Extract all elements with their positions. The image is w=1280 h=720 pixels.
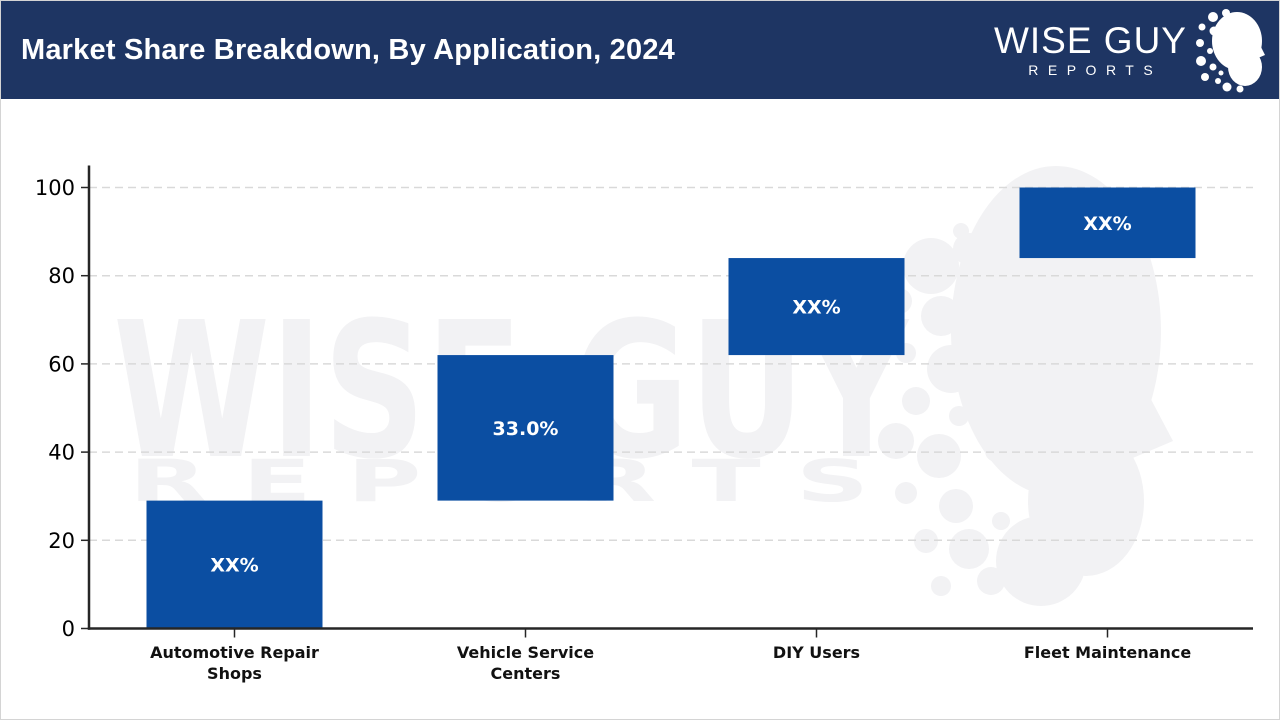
logo-secondary-text: REPORTS xyxy=(1028,62,1163,78)
bar xyxy=(146,500,323,629)
category-label: Centers xyxy=(491,664,561,683)
y-axis-tick-label: 40 xyxy=(48,441,75,465)
header-bar: Market Share Breakdown, By Application, … xyxy=(1,1,1279,99)
bar xyxy=(437,355,614,501)
category-label: Shops xyxy=(207,664,262,683)
y-axis-tick-label: 60 xyxy=(48,352,75,376)
bar-value-label: XX% xyxy=(792,297,840,319)
logo-head-icon xyxy=(1196,9,1265,93)
bar xyxy=(728,258,905,356)
page-title: Market Share Breakdown, By Application, … xyxy=(21,33,675,66)
y-axis-tick-label: 100 xyxy=(35,176,75,200)
category-label: Vehicle Service xyxy=(457,643,594,662)
category-label: Fleet Maintenance xyxy=(1024,643,1191,662)
logo-primary-text: WISE GUY xyxy=(993,20,1187,61)
logo-text: WISE GUY REPORTS xyxy=(994,22,1187,78)
bar-value-label: 33.0% xyxy=(493,418,559,440)
category-label: Automotive Repair xyxy=(150,643,319,662)
wise-guy-logo: WISE GUY REPORTS xyxy=(994,7,1265,93)
bar-value-label: XX% xyxy=(210,555,258,577)
category-label: DIY Users xyxy=(773,643,860,662)
bar xyxy=(1019,187,1196,259)
y-axis-tick-label: 80 xyxy=(48,264,75,288)
bar-value-label: XX% xyxy=(1083,213,1131,235)
watermark-head-icon xyxy=(878,166,1173,606)
y-axis-tick-label: 0 xyxy=(62,617,75,641)
y-axis-tick-label: 20 xyxy=(48,529,75,553)
